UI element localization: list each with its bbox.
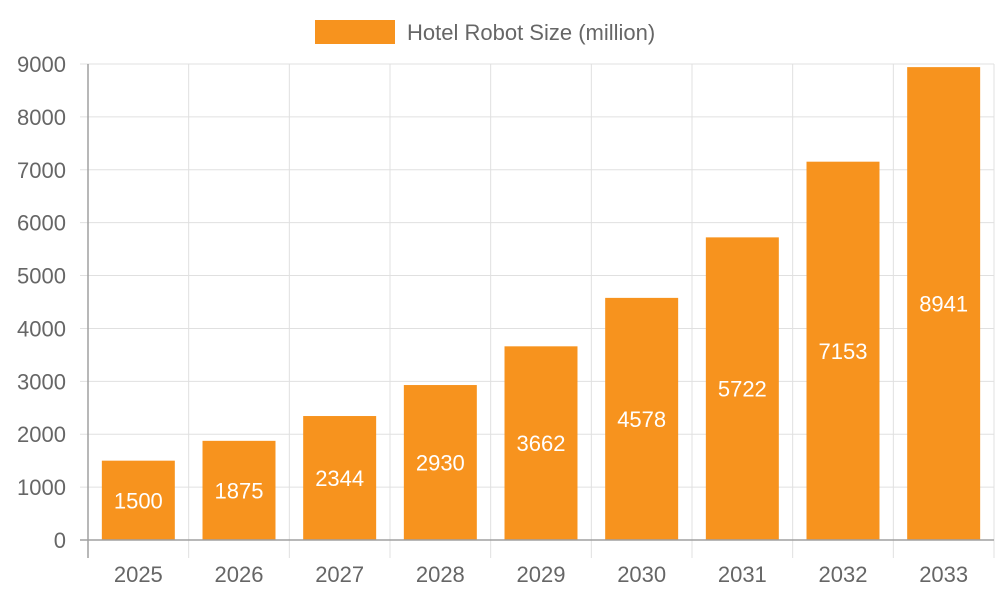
x-tick-label: 2032 xyxy=(819,562,868,587)
axes xyxy=(80,64,994,558)
data-label: 1500 xyxy=(114,488,163,513)
legend[interactable]: Hotel Robot Size (million) xyxy=(315,20,655,45)
bar-2032[interactable] xyxy=(806,161,880,540)
data-label: 1875 xyxy=(215,478,264,503)
bar-series: 1500 1875 2344 2930 3662 4578 5722 7153 8941 xyxy=(101,67,981,540)
grid-lines xyxy=(80,63,995,558)
y-tick-label: 9000 xyxy=(17,52,66,77)
data-label: 2344 xyxy=(315,466,364,491)
data-label: 8941 xyxy=(919,292,968,317)
data-label: 7153 xyxy=(819,339,868,364)
bar-2031[interactable] xyxy=(705,237,779,540)
data-label: 2930 xyxy=(416,451,465,476)
x-axis-ticks: 2025 2026 2027 2028 2029 2030 2031 2032 2033 xyxy=(114,562,968,587)
data-label: 3662 xyxy=(517,431,566,456)
x-tick-label: 2033 xyxy=(919,562,968,587)
y-tick-label: 2000 xyxy=(17,422,66,447)
y-tick-label: 3000 xyxy=(17,369,66,394)
y-axis-ticks: 0 1000 2000 3000 4000 5000 6000 7000 8000 9000 xyxy=(17,52,66,553)
x-tick-label: 2030 xyxy=(617,562,666,587)
x-tick-label: 2028 xyxy=(416,562,465,587)
legend-label: Hotel Robot Size (million) xyxy=(407,20,655,45)
bar-2026[interactable] xyxy=(202,440,276,540)
bar-2027[interactable] xyxy=(303,416,377,540)
x-tick-label: 2026 xyxy=(215,562,264,587)
bar-2033[interactable] xyxy=(907,67,981,540)
data-label: 5722 xyxy=(718,377,767,402)
y-tick-label: 0 xyxy=(54,528,66,553)
bar-2028[interactable] xyxy=(403,385,477,540)
y-tick-label: 5000 xyxy=(17,264,66,289)
x-tick-label: 2031 xyxy=(718,562,767,587)
legend-swatch xyxy=(315,20,395,44)
bar-2025[interactable] xyxy=(101,460,175,540)
x-tick-label: 2029 xyxy=(517,562,566,587)
data-label: 4578 xyxy=(617,407,666,432)
y-tick-label: 8000 xyxy=(17,105,66,130)
x-tick-label: 2025 xyxy=(114,562,163,587)
y-tick-label: 6000 xyxy=(17,211,66,236)
y-tick-label: 4000 xyxy=(17,316,66,341)
y-tick-label: 7000 xyxy=(17,158,66,183)
bar-2030[interactable] xyxy=(605,297,679,540)
x-tick-label: 2027 xyxy=(315,562,364,587)
bar-2029[interactable] xyxy=(504,346,578,540)
y-tick-label: 1000 xyxy=(17,475,66,500)
